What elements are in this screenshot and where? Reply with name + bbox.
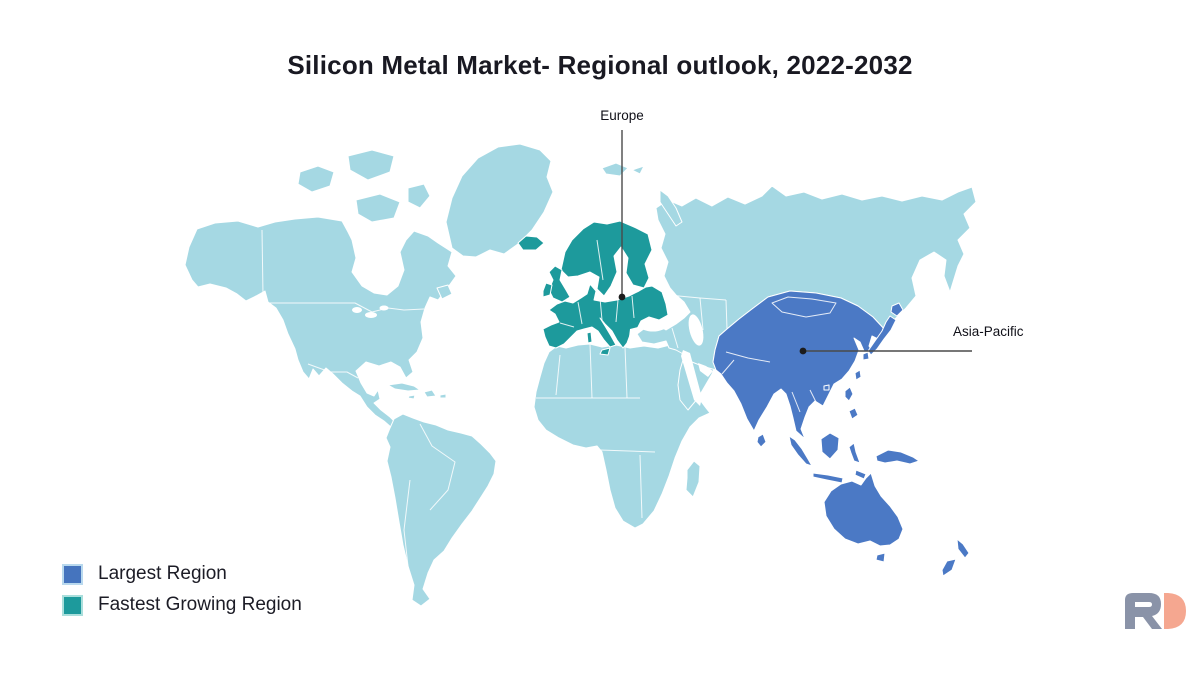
borneo xyxy=(820,432,840,460)
greenland xyxy=(445,143,554,258)
svalbard xyxy=(601,162,629,177)
asia-mainland xyxy=(712,290,887,440)
asia-pacific-label: Asia-Pacific xyxy=(953,324,1024,339)
australia xyxy=(823,472,904,547)
sicily xyxy=(599,347,611,356)
ireland xyxy=(542,282,553,298)
newfoundland xyxy=(436,284,453,300)
page-title: Silicon Metal Market- Regional outlook, … xyxy=(287,50,913,80)
iceland xyxy=(517,235,545,251)
legend-item-largest-region: Largest Region xyxy=(62,563,302,585)
south-america xyxy=(385,413,497,607)
country-borders xyxy=(261,229,837,576)
legend: Largest Region Fastest Growing Region xyxy=(62,563,302,616)
puerto-rico xyxy=(439,393,447,399)
japan-hokkaido xyxy=(890,302,904,317)
aegean-sea xyxy=(628,327,638,345)
hispaniola xyxy=(423,389,437,398)
japan-kyushu xyxy=(862,351,870,361)
legend-item-fastest-growing-region: Fastest Growing Region xyxy=(62,594,302,616)
arctic-islands xyxy=(355,193,401,223)
great-lakes xyxy=(352,307,362,313)
sri-lanka xyxy=(756,433,767,448)
new-zealand-south xyxy=(941,558,957,577)
logo-letter-d xyxy=(1164,593,1186,629)
jamaica xyxy=(407,394,416,400)
arctic-islands xyxy=(297,165,335,193)
europe-dot xyxy=(618,293,626,301)
black-sea xyxy=(640,320,666,332)
legend-label: Fastest Growing Region xyxy=(98,594,302,615)
svalbard xyxy=(631,165,645,175)
new-zealand-north xyxy=(956,538,970,559)
philippines-mindanao xyxy=(848,407,859,420)
taiwan xyxy=(854,369,862,381)
logo-letter-r xyxy=(1125,593,1162,629)
great-britain xyxy=(548,265,571,303)
hainan xyxy=(823,384,830,391)
europe-label: Europe xyxy=(600,108,644,123)
sardinia xyxy=(586,331,593,344)
region-europe xyxy=(517,220,669,356)
region-asia-pacific xyxy=(712,290,970,577)
arctic-islands xyxy=(407,183,431,209)
largest-region-swatch xyxy=(62,563,83,585)
cuba xyxy=(387,382,421,392)
arctic-islands xyxy=(347,149,395,181)
fastest-growing-region-swatch xyxy=(62,594,83,616)
africa xyxy=(533,343,711,529)
philippines-luzon xyxy=(844,386,854,402)
sea-overlays xyxy=(352,305,713,406)
sulawesi xyxy=(848,442,861,464)
scandinavia xyxy=(560,220,653,297)
sumatra xyxy=(788,435,813,467)
tasmania xyxy=(875,552,886,563)
asia-pacific-dot xyxy=(799,347,807,355)
red-sea xyxy=(681,350,702,406)
brand-logo xyxy=(1125,593,1186,629)
persian-gulf xyxy=(698,363,713,377)
annotation-lines xyxy=(618,130,972,355)
java xyxy=(812,472,844,484)
great-lakes xyxy=(365,312,377,318)
new-guinea xyxy=(875,449,920,465)
japan-honshu xyxy=(867,315,897,356)
madagascar xyxy=(685,460,701,498)
novaya-zemlya xyxy=(659,189,683,227)
timor xyxy=(854,469,867,480)
north-america xyxy=(184,216,457,429)
legend-label: Largest Region xyxy=(98,563,227,584)
caspian-sea xyxy=(688,314,704,346)
